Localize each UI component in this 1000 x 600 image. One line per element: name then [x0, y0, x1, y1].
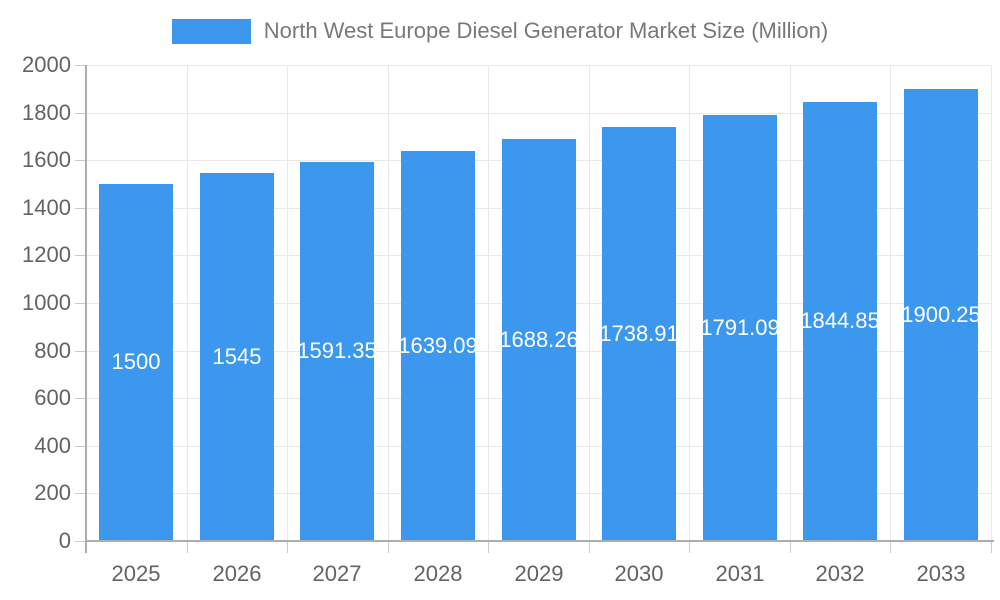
x-gridline	[790, 65, 791, 541]
x-gridline	[388, 65, 389, 541]
bar-2031[interactable]	[703, 115, 777, 540]
y-tick-label: 600	[34, 385, 71, 410]
x-tick-label: 2028	[413, 561, 463, 586]
x-tick-label: 2030	[614, 561, 664, 586]
x-tick-label: 2032	[815, 561, 865, 586]
x-tick-label: 2025	[111, 561, 161, 586]
x-tick-mark	[488, 542, 489, 553]
y-tick-mark	[75, 351, 86, 352]
y-tick-mark	[75, 160, 86, 161]
x-axis-line	[85, 540, 994, 542]
y-tick-mark	[75, 65, 86, 66]
y-tick-mark	[75, 398, 86, 399]
y-tick-mark	[75, 493, 86, 494]
y-tick-mark	[75, 303, 86, 304]
bar-2033[interactable]	[904, 89, 978, 540]
y-tick-mark	[75, 113, 86, 114]
x-tick-mark	[287, 542, 288, 553]
legend-swatch	[171, 18, 251, 44]
y-gridline	[86, 113, 991, 114]
x-tick-label: 2031	[715, 561, 765, 586]
x-tick-mark	[991, 542, 992, 553]
x-gridline	[488, 65, 489, 541]
y-tick-label: 0	[58, 528, 71, 553]
x-tick-label: 2027	[312, 561, 362, 586]
y-tick-label: 200	[34, 480, 71, 505]
x-gridline	[689, 65, 690, 541]
y-tick-label: 400	[34, 433, 71, 458]
y-tick-label: 800	[34, 338, 71, 363]
y-tick-label: 1400	[22, 195, 71, 220]
legend-item[interactable]: North West Europe Diesel Generator Marke…	[0, 18, 1000, 44]
y-gridline	[86, 65, 991, 66]
y-tick-mark	[75, 255, 86, 256]
legend-label: North West Europe Diesel Generator Marke…	[263, 18, 829, 43]
x-tick-mark	[388, 542, 389, 553]
x-tick-label: 2029	[514, 561, 564, 586]
bar-2029[interactable]	[502, 139, 576, 540]
x-gridline	[589, 65, 590, 541]
y-tick-label: 1600	[22, 147, 71, 172]
y-tick-mark	[75, 446, 86, 447]
x-gridline	[991, 65, 992, 541]
x-gridline	[287, 65, 288, 541]
x-tick-label: 2033	[916, 561, 966, 586]
x-tick-label: 2026	[212, 561, 262, 586]
bar-2025[interactable]	[99, 184, 173, 540]
y-tick-label: 2000	[22, 52, 71, 77]
x-tick-mark	[589, 542, 590, 553]
bar-2032[interactable]	[803, 102, 877, 540]
x-tick-mark	[890, 542, 891, 553]
bar-2028[interactable]	[401, 151, 475, 540]
x-tick-mark	[187, 542, 188, 553]
y-tick-mark	[75, 541, 86, 542]
y-tick-mark	[75, 208, 86, 209]
x-gridline	[187, 65, 188, 541]
x-tick-mark	[689, 542, 690, 553]
bar-2026[interactable]	[200, 173, 274, 540]
y-axis-line	[85, 65, 87, 553]
bar-2027[interactable]	[300, 162, 374, 540]
y-tick-label: 1800	[22, 100, 71, 125]
y-tick-label: 1000	[22, 290, 71, 315]
y-tick-label: 1200	[22, 242, 71, 267]
x-gridline	[890, 65, 891, 541]
bar-2030[interactable]	[602, 127, 676, 540]
x-tick-mark	[790, 542, 791, 553]
